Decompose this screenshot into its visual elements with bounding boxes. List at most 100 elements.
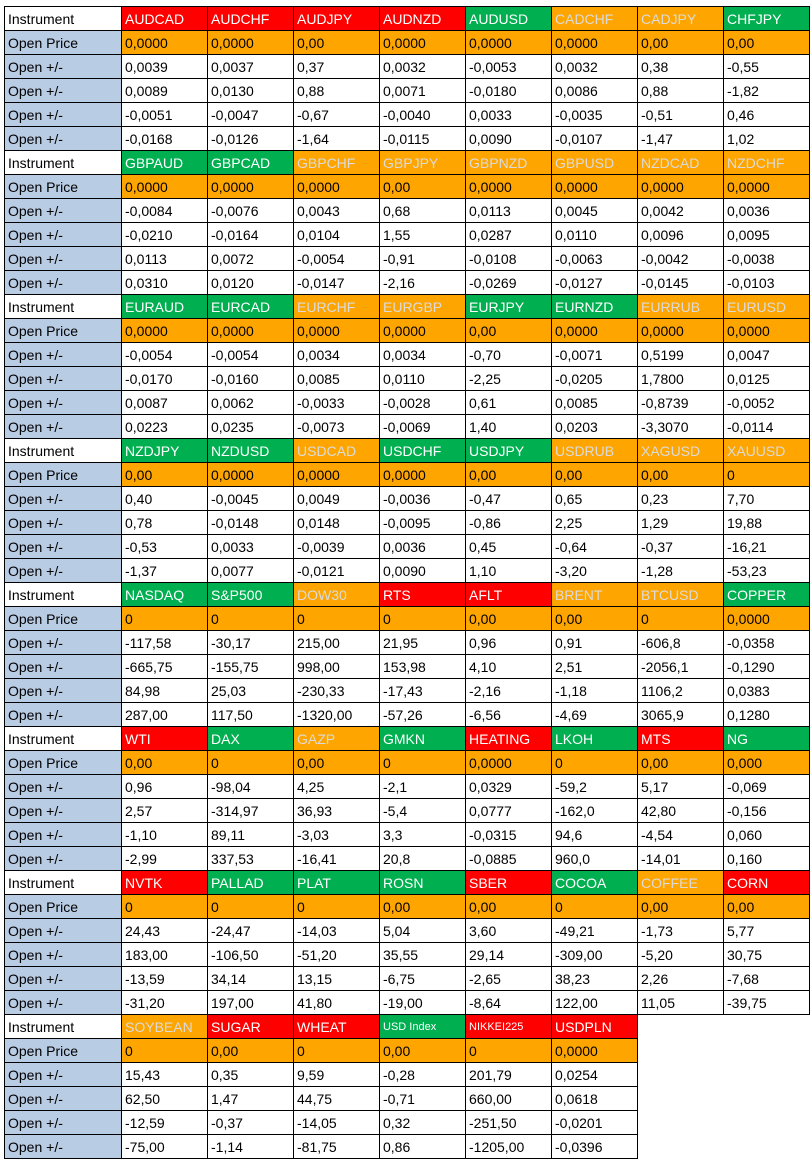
open-price-cell[interactable]: 0 [465, 1038, 552, 1063]
open-change-cell[interactable]: 0,0125 [723, 366, 810, 391]
open-change-cell[interactable]: -2,25 [465, 366, 552, 391]
row-label-open-change[interactable]: Open +/- [4, 246, 122, 271]
instrument-header-nikkei225[interactable]: NIKKEI225 [465, 1014, 552, 1039]
row-label-open-change[interactable]: Open +/- [4, 270, 122, 295]
open-change-cell[interactable]: 1,10 [465, 558, 552, 583]
row-label-open-change[interactable]: Open +/- [4, 558, 122, 583]
row-label-open-change[interactable]: Open +/- [4, 78, 122, 103]
open-price-cell[interactable]: 0 [293, 606, 380, 631]
open-price-cell[interactable]: 0,00 [465, 894, 552, 919]
open-change-cell[interactable]: -98,04 [207, 774, 294, 799]
open-change-cell[interactable]: 84,98 [121, 678, 208, 703]
row-label-open-change[interactable]: Open +/- [4, 918, 122, 943]
open-change-cell[interactable]: 0,0110 [379, 366, 466, 391]
open-change-cell[interactable]: -14,05 [293, 1110, 380, 1135]
open-change-cell[interactable]: -0,0170 [121, 366, 208, 391]
open-change-cell[interactable]: -0,069 [723, 774, 810, 799]
open-change-cell[interactable]: 117,50 [207, 702, 294, 727]
open-change-cell[interactable]: -51,20 [293, 942, 380, 967]
instrument-header-dow30[interactable]: DOW30 [293, 582, 380, 607]
open-change-cell[interactable]: -6,56 [465, 702, 552, 727]
open-change-cell[interactable]: 1,47 [207, 1086, 294, 1111]
row-label-open-change[interactable]: Open +/- [4, 822, 122, 847]
open-change-cell[interactable]: -0,0114 [723, 414, 810, 439]
open-change-cell[interactable]: 9,59 [293, 1062, 380, 1087]
open-change-cell[interactable]: 0,0310 [121, 270, 208, 295]
open-change-cell[interactable]: 41,80 [293, 990, 380, 1015]
open-change-cell[interactable]: -81,75 [293, 1134, 380, 1159]
instrument-header-cocoa[interactable]: COCOA [551, 870, 638, 895]
open-change-cell[interactable]: -0,0095 [379, 510, 466, 535]
row-label-open-change[interactable]: Open +/- [4, 366, 122, 391]
instrument-header-gbpaud[interactable]: GBPAUD [121, 150, 208, 175]
open-change-cell[interactable]: 0,0110 [551, 222, 638, 247]
open-change-cell[interactable]: -0,0036 [379, 486, 466, 511]
open-price-cell[interactable]: 0,00 [637, 30, 724, 55]
open-change-cell[interactable]: -1320,00 [293, 702, 380, 727]
open-change-cell[interactable]: 0,0287 [465, 222, 552, 247]
open-change-cell[interactable]: -309,00 [551, 942, 638, 967]
instrument-header-eurjpy[interactable]: EURJPY [465, 294, 552, 319]
open-change-cell[interactable]: 0,0087 [121, 390, 208, 415]
open-price-cell[interactable]: 0 [293, 1038, 380, 1063]
open-change-cell[interactable]: 0,40 [121, 486, 208, 511]
open-change-cell[interactable]: -3,3070 [637, 414, 724, 439]
instrument-header-sugar[interactable]: SUGAR [207, 1014, 294, 1039]
open-change-cell[interactable]: 0,35 [207, 1062, 294, 1087]
open-change-cell[interactable]: 183,00 [121, 942, 208, 967]
instrument-header-heating[interactable]: HEATING [465, 726, 552, 751]
instrument-header-euraud[interactable]: EURAUD [121, 294, 208, 319]
open-change-cell[interactable]: 4,25 [293, 774, 380, 799]
open-change-cell[interactable]: 34,14 [207, 966, 294, 991]
open-change-cell[interactable]: -0,0054 [293, 246, 380, 271]
open-change-cell[interactable]: -0,0107 [551, 126, 638, 151]
open-price-cell[interactable]: 0 [637, 606, 724, 631]
open-price-cell[interactable]: 0,00 [637, 750, 724, 775]
row-label-instrument[interactable]: Instrument [4, 870, 122, 895]
open-change-cell[interactable]: 197,00 [207, 990, 294, 1015]
open-change-cell[interactable]: -0,0040 [379, 102, 466, 127]
open-price-cell[interactable]: 0,0000 [207, 318, 294, 343]
open-change-cell[interactable]: -0,0115 [379, 126, 466, 151]
open-change-cell[interactable]: -106,50 [207, 942, 294, 967]
open-price-cell[interactable]: 0,0000 [207, 30, 294, 55]
open-price-cell[interactable]: 0,0000 [293, 462, 380, 487]
open-change-cell[interactable]: 0,0130 [207, 78, 294, 103]
instrument-header-corn[interactable]: CORN [723, 870, 810, 895]
open-change-cell[interactable]: -1205,00 [465, 1134, 552, 1159]
open-change-cell[interactable]: -0,0033 [293, 390, 380, 415]
open-change-cell[interactable]: -0,0076 [207, 198, 294, 223]
instrument-header-cadchf[interactable]: CADCHF [551, 6, 638, 31]
open-change-cell[interactable]: -30,17 [207, 630, 294, 655]
open-change-cell[interactable]: -2,16 [465, 678, 552, 703]
instrument-header-usdcad[interactable]: USDCAD [293, 438, 380, 463]
instrument-header-gbpjpy[interactable]: GBPJPY [379, 150, 466, 175]
open-price-cell[interactable]: 0,0000 [207, 174, 294, 199]
row-label-open-change[interactable]: Open +/- [4, 774, 122, 799]
open-change-cell[interactable]: -16,21 [723, 534, 810, 559]
instrument-header-gbpnzd[interactable]: GBPNZD [465, 150, 552, 175]
open-change-cell[interactable]: 0,0072 [207, 246, 294, 271]
instrument-header-lkoh[interactable]: LKOH [551, 726, 638, 751]
open-change-cell[interactable]: 0,0618 [551, 1086, 638, 1111]
open-change-cell[interactable]: -0,0038 [723, 246, 810, 271]
open-change-cell[interactable]: 0,0042 [637, 198, 724, 223]
open-change-cell[interactable]: -1,18 [551, 678, 638, 703]
row-label-open-change[interactable]: Open +/- [4, 654, 122, 679]
open-change-cell[interactable]: 3,60 [465, 918, 552, 943]
open-change-cell[interactable]: 36,93 [293, 798, 380, 823]
row-label-open-price[interactable]: Open Price [4, 606, 122, 631]
open-change-cell[interactable]: -12,59 [121, 1110, 208, 1135]
open-change-cell[interactable]: -75,00 [121, 1134, 208, 1159]
instrument-header-wti[interactable]: WTI [121, 726, 208, 751]
open-change-cell[interactable]: 0,0113 [465, 198, 552, 223]
instrument-header-usdpln[interactable]: USDPLN [551, 1014, 638, 1039]
open-change-cell[interactable]: -13,59 [121, 966, 208, 991]
instrument-header-xagusd[interactable]: XAGUSD [637, 438, 724, 463]
open-price-cell[interactable]: 0 [379, 750, 466, 775]
open-change-cell[interactable]: -0,47 [465, 486, 552, 511]
open-change-cell[interactable]: -0,0160 [207, 366, 294, 391]
open-price-cell[interactable]: 0 [207, 606, 294, 631]
instrument-header-audnzd[interactable]: AUDNZD [379, 6, 466, 31]
open-change-cell[interactable]: 0,0085 [551, 390, 638, 415]
